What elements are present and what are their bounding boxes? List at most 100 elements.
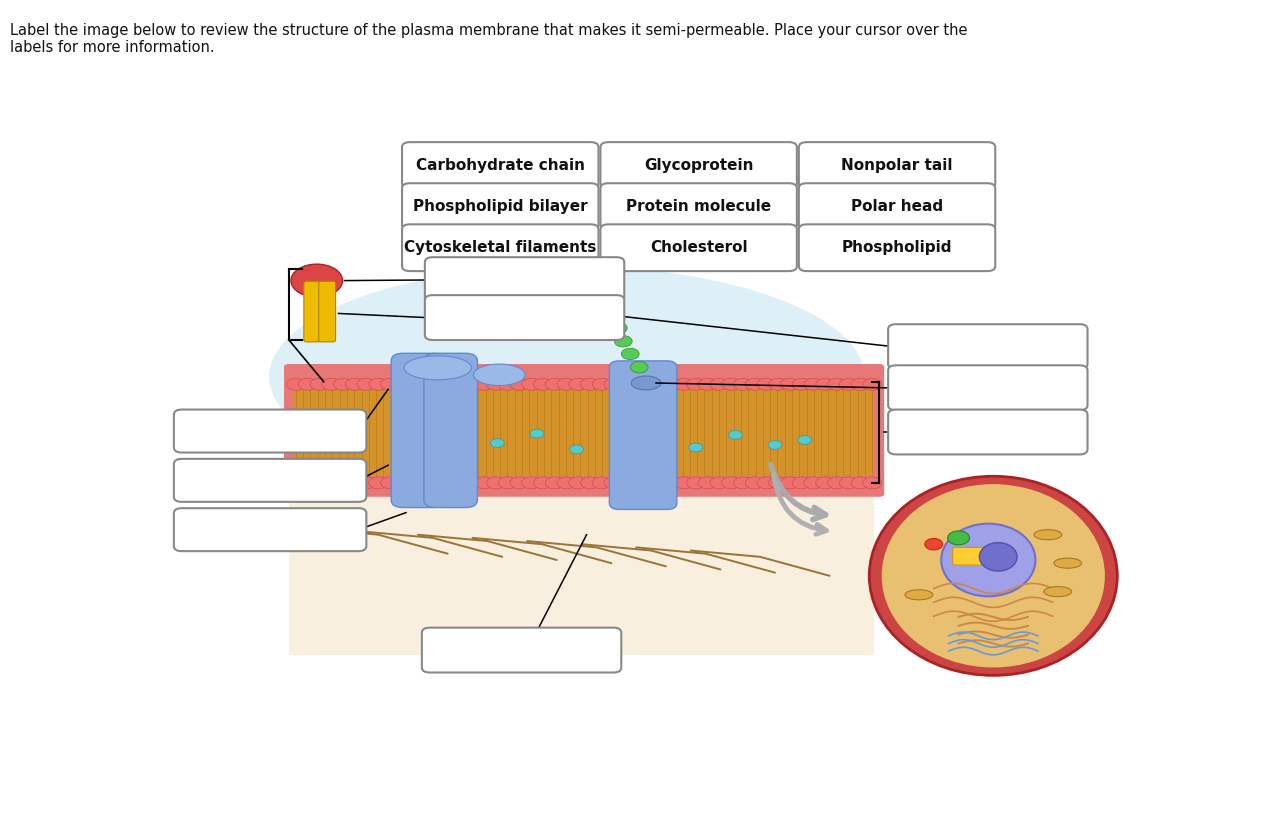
- Circle shape: [593, 378, 611, 390]
- Ellipse shape: [474, 364, 525, 386]
- Circle shape: [604, 378, 623, 390]
- Polygon shape: [289, 466, 874, 655]
- FancyBboxPatch shape: [294, 389, 874, 475]
- Text: Polar head: Polar head: [851, 200, 943, 214]
- Circle shape: [498, 378, 517, 390]
- Circle shape: [675, 378, 694, 390]
- Circle shape: [925, 539, 942, 550]
- Circle shape: [769, 477, 787, 488]
- Circle shape: [439, 477, 458, 488]
- Circle shape: [649, 434, 663, 443]
- Circle shape: [357, 378, 376, 390]
- Circle shape: [321, 378, 340, 390]
- Circle shape: [728, 430, 742, 439]
- Circle shape: [686, 378, 705, 390]
- Circle shape: [439, 378, 458, 390]
- Circle shape: [490, 438, 504, 447]
- Circle shape: [828, 477, 846, 488]
- Circle shape: [630, 361, 648, 373]
- Ellipse shape: [979, 543, 1018, 571]
- Circle shape: [380, 378, 399, 390]
- Circle shape: [534, 378, 553, 390]
- Text: Nonpolar tail: Nonpolar tail: [841, 158, 952, 173]
- Circle shape: [352, 476, 365, 484]
- FancyBboxPatch shape: [319, 282, 335, 342]
- Circle shape: [840, 477, 858, 488]
- Circle shape: [346, 378, 364, 390]
- Circle shape: [463, 378, 481, 390]
- Circle shape: [639, 378, 658, 390]
- Circle shape: [890, 343, 902, 351]
- Circle shape: [321, 477, 340, 488]
- FancyBboxPatch shape: [600, 142, 797, 189]
- Ellipse shape: [1053, 558, 1082, 568]
- FancyBboxPatch shape: [609, 361, 677, 509]
- Ellipse shape: [869, 476, 1117, 676]
- FancyBboxPatch shape: [402, 142, 599, 189]
- Circle shape: [451, 477, 470, 488]
- FancyBboxPatch shape: [424, 353, 477, 507]
- Circle shape: [522, 477, 540, 488]
- Circle shape: [380, 477, 399, 488]
- Circle shape: [627, 477, 646, 488]
- FancyBboxPatch shape: [799, 224, 996, 271]
- Circle shape: [287, 378, 306, 390]
- Circle shape: [581, 477, 599, 488]
- Circle shape: [605, 310, 623, 322]
- Circle shape: [828, 378, 846, 390]
- Circle shape: [675, 477, 694, 488]
- Circle shape: [616, 477, 635, 488]
- Circle shape: [352, 427, 365, 435]
- Circle shape: [568, 477, 588, 488]
- Circle shape: [352, 526, 365, 534]
- FancyBboxPatch shape: [888, 324, 1088, 369]
- Circle shape: [621, 348, 639, 360]
- Circle shape: [781, 477, 799, 488]
- Circle shape: [627, 378, 646, 390]
- FancyBboxPatch shape: [422, 627, 621, 672]
- FancyBboxPatch shape: [600, 183, 797, 230]
- Circle shape: [947, 531, 969, 545]
- Circle shape: [416, 477, 435, 488]
- Ellipse shape: [882, 484, 1105, 667]
- Text: Phospholipid: Phospholipid: [842, 241, 952, 255]
- Circle shape: [851, 378, 870, 390]
- Circle shape: [530, 429, 544, 438]
- FancyBboxPatch shape: [888, 365, 1088, 410]
- Circle shape: [609, 323, 627, 333]
- Text: Label the image below to review the structure of the plasma membrane that makes : Label the image below to review the stru…: [10, 23, 968, 55]
- Circle shape: [863, 378, 882, 390]
- Circle shape: [890, 429, 902, 436]
- Circle shape: [404, 378, 422, 390]
- Circle shape: [534, 477, 553, 488]
- Circle shape: [781, 378, 799, 390]
- Circle shape: [334, 378, 352, 390]
- Circle shape: [522, 378, 540, 390]
- Circle shape: [663, 477, 682, 488]
- Ellipse shape: [269, 266, 864, 488]
- Circle shape: [310, 378, 329, 390]
- Ellipse shape: [905, 589, 933, 600]
- FancyBboxPatch shape: [402, 183, 599, 230]
- Circle shape: [404, 477, 422, 488]
- Circle shape: [557, 378, 576, 390]
- Circle shape: [486, 378, 506, 390]
- Circle shape: [393, 477, 411, 488]
- Circle shape: [475, 477, 494, 488]
- Circle shape: [663, 378, 682, 390]
- Circle shape: [652, 477, 669, 488]
- Circle shape: [804, 477, 823, 488]
- Circle shape: [475, 378, 494, 390]
- Circle shape: [710, 477, 728, 488]
- FancyArrowPatch shape: [771, 465, 826, 520]
- Circle shape: [689, 443, 703, 452]
- Circle shape: [815, 378, 835, 390]
- Circle shape: [815, 477, 835, 488]
- Circle shape: [334, 477, 352, 488]
- Circle shape: [768, 441, 782, 449]
- Circle shape: [521, 647, 532, 654]
- Circle shape: [393, 378, 411, 390]
- Circle shape: [792, 378, 812, 390]
- Circle shape: [568, 378, 588, 390]
- Text: Glycoprotein: Glycoprotein: [644, 158, 754, 173]
